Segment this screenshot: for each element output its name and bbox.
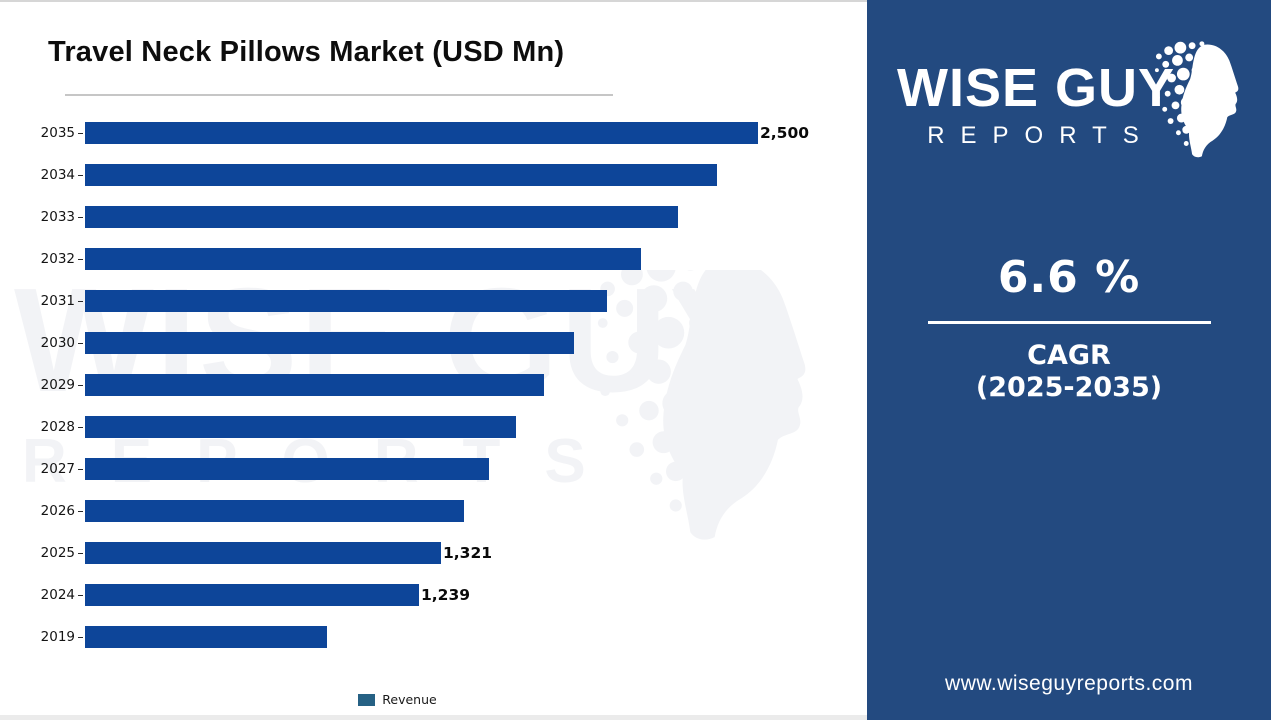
year-label: 2028 <box>40 419 75 435</box>
year-label: 2032 <box>40 251 75 267</box>
axis-tick <box>78 384 83 386</box>
year-label: 2024 <box>40 587 75 603</box>
year-label: 2033 <box>40 209 75 225</box>
revenue-bar <box>85 206 678 228</box>
bar-row: 2024 1,239 <box>0 574 809 616</box>
revenue-bar <box>85 542 441 564</box>
year-label: 2025 <box>40 545 75 561</box>
bar-row: 2027 <box>0 448 809 490</box>
year-label: 2027 <box>40 461 75 477</box>
brand-logo: WISE GUY REPORTS <box>867 48 1271 159</box>
bar-row: 2028 <box>0 406 809 448</box>
axis-tick <box>78 594 83 596</box>
revenue-bar <box>85 626 327 648</box>
bar-row: 2032 <box>0 238 809 280</box>
axis-tick <box>78 552 83 554</box>
revenue-bar <box>85 584 419 606</box>
revenue-bar <box>85 164 717 186</box>
revenue-bar <box>85 374 544 396</box>
bar-value-label: 1,239 <box>421 586 471 604</box>
axis-tick <box>78 510 83 512</box>
brand-wordmark: WISE GUY REPORTS <box>897 57 1175 150</box>
revenue-bar <box>85 500 464 522</box>
revenue-bar <box>85 290 607 312</box>
cagr-block: 6.6 % CAGR (2025-2035) <box>867 252 1271 405</box>
bar-row: 2034 <box>0 154 809 196</box>
revenue-bar <box>85 248 641 270</box>
axis-tick <box>78 258 83 260</box>
axis-tick <box>78 216 83 218</box>
bar-row: 2029 <box>0 364 809 406</box>
axis-tick <box>78 132 83 134</box>
year-label: 2029 <box>40 377 75 393</box>
brand-subname: REPORTS <box>927 122 1155 149</box>
title-underline <box>65 94 613 96</box>
revenue-bar <box>85 122 758 144</box>
bar-row: 2033 <box>0 196 809 238</box>
bar-rows: 2035 2,500 2034 2033 2032 2031 2030 2029 2028 202… <box>0 112 809 658</box>
bar-row: 2019 <box>0 616 809 658</box>
bar-row: 2026 <box>0 490 809 532</box>
legend: Revenue <box>0 692 831 707</box>
revenue-bar <box>85 416 516 438</box>
chart-area: Travel Neck Pillows Market (USD Mn) WISE… <box>0 0 867 720</box>
revenue-bar <box>85 458 489 480</box>
chart-title: Travel Neck Pillows Market (USD Mn) <box>48 36 565 68</box>
cagr-divider <box>927 321 1211 324</box>
website-url: www.wiseguyreports.com <box>945 672 1193 695</box>
axis-tick <box>78 636 83 638</box>
revenue-bar <box>85 332 574 354</box>
brand-head-icon <box>1153 40 1241 159</box>
year-label: 2030 <box>40 335 75 351</box>
year-label: 2035 <box>40 125 75 141</box>
axis-tick <box>78 300 83 302</box>
legend-swatch <box>358 693 376 706</box>
axis-tick <box>78 468 83 470</box>
right-panel: WISE GUY REPORTS 6.6 % CAGR (2025-2035) … <box>867 0 1271 720</box>
year-label: 2031 <box>40 293 75 309</box>
axis-tick <box>78 426 83 428</box>
cagr-period: (2025-2035) <box>975 372 1163 404</box>
bar-value-label: 1,321 <box>443 544 493 562</box>
bar-row: 2031 <box>0 280 809 322</box>
axis-tick <box>78 174 83 176</box>
year-label: 2019 <box>40 629 75 645</box>
year-label: 2034 <box>40 167 75 183</box>
axis-tick <box>78 342 83 344</box>
bar-row: 2025 1,321 <box>0 532 809 574</box>
cagr-label: CAGR <box>1027 340 1111 371</box>
legend-label: Revenue <box>382 692 437 707</box>
bar-row: 2035 2,500 <box>0 112 809 154</box>
brand-name: WISE GUY <box>896 58 1176 118</box>
year-label: 2026 <box>40 503 75 519</box>
cagr-value: 6.6 % <box>997 252 1141 303</box>
bar-row: 2030 <box>0 322 809 364</box>
bar-value-label: 2,500 <box>760 124 810 142</box>
